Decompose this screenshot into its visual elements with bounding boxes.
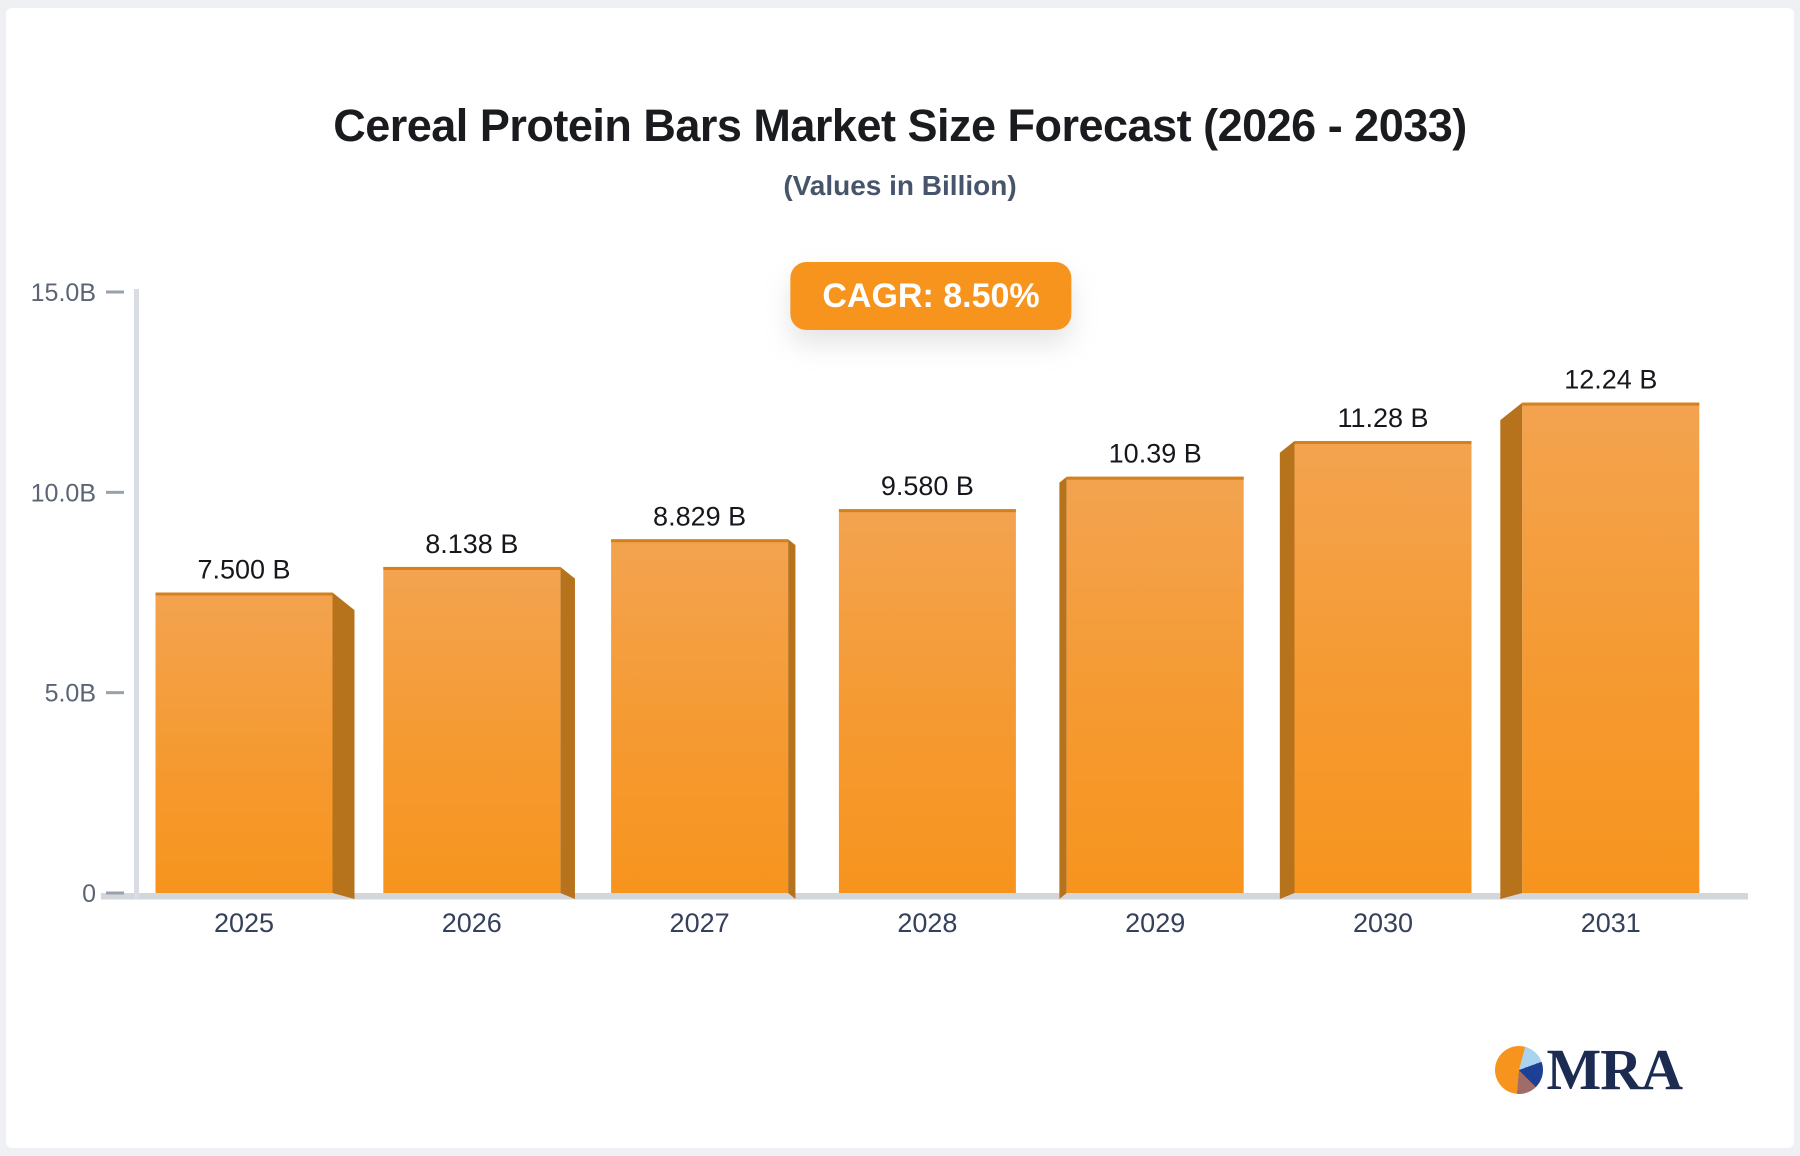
bar-value-label-2026: 8.138 B	[425, 529, 518, 559]
bar-top-edge	[611, 539, 789, 543]
bar-value-label-2029: 10.39 B	[1109, 439, 1202, 469]
bar-top-edge	[155, 592, 333, 596]
x-axis-label-2028: 2028	[897, 908, 957, 938]
bar-2029[interactable]	[1066, 476, 1244, 893]
bar-value-label-2030: 11.28 B	[1337, 403, 1428, 433]
bar-side-face	[1059, 476, 1067, 899]
y-axis-tick-1	[106, 490, 124, 494]
x-axis-label-2027: 2027	[670, 908, 730, 938]
y-axis-tick-2	[106, 691, 124, 695]
x-axis-label-2025: 2025	[214, 908, 274, 938]
bar-group-2030: 11.28 B 2030	[1279, 403, 1472, 938]
y-axis-tick-3	[106, 891, 124, 895]
bar-side-face	[788, 539, 796, 899]
bar-top-edge	[1294, 441, 1472, 445]
y-axis-label-3: 0	[82, 880, 96, 908]
y-axis-label-2: 5.0B	[45, 680, 96, 708]
bar-side-face	[560, 566, 575, 899]
chart-card: Cereal Protein Bars Market Size Forecast…	[6, 8, 1794, 1148]
bar-group-2025: 7.500 B 2025	[155, 555, 355, 938]
chart-title: Cereal Protein Bars Market Size Forecast…	[333, 100, 1467, 151]
x-axis-label-2030: 2030	[1353, 908, 1413, 938]
bar-value-label-2027: 8.829 B	[653, 501, 746, 531]
bar-top-edge	[383, 566, 561, 570]
bar-2026[interactable]	[383, 566, 561, 893]
bar-2031[interactable]	[1522, 402, 1700, 893]
bar-group-2027: 8.829 B 2027	[611, 501, 796, 938]
x-axis-floor	[101, 893, 1748, 900]
y-axis-tick-0	[106, 290, 124, 294]
brand-logo: MRA	[1495, 1037, 1683, 1102]
bar-top-edge	[1522, 402, 1700, 406]
bar-group-2031: 12.24 B 2031	[1500, 365, 1700, 938]
bar-2027[interactable]	[611, 539, 789, 893]
bar-value-label-2028: 9.580 B	[881, 471, 974, 501]
bar-2028[interactable]	[838, 509, 1016, 893]
bar-side-face	[332, 592, 355, 899]
brand-logo-text: MRA	[1546, 1037, 1683, 1102]
y-axis-line	[134, 289, 139, 899]
bar-value-label-2031: 12.24 B	[1564, 365, 1657, 395]
bar-2030[interactable]	[1294, 441, 1472, 893]
pie-chart-logo-icon	[1495, 1046, 1544, 1094]
bar-value-label-2025: 7.500 B	[197, 555, 290, 585]
y-axis-label-0: 15.0B	[31, 279, 96, 307]
bar-chart-canvas: 15.0B 10.0B 5.0B 0 7.500 B 2025 8.138 B 2026 8.8…	[31, 279, 1748, 938]
cagr-badge: CAGR: 8.50%	[790, 262, 1072, 330]
bar-group-2029: 10.39 B 2029	[1059, 439, 1244, 938]
x-axis-label-2031: 2031	[1581, 908, 1641, 938]
bar-top-edge	[838, 509, 1016, 513]
bar-side-face	[1279, 441, 1295, 899]
bar-2025[interactable]	[155, 592, 333, 894]
x-axis-label-2029: 2029	[1125, 908, 1185, 938]
bar-top-edge	[1066, 476, 1244, 480]
cagr-badge-label: CAGR: 8.50%	[822, 276, 1040, 315]
bar-side-face	[1500, 402, 1523, 899]
x-axis-label-2026: 2026	[442, 908, 502, 938]
y-axis-label-1: 10.0B	[31, 479, 96, 507]
bar-group-2026: 8.138 B 2026	[383, 529, 575, 938]
chart-subtitle: (Values in Billion)	[783, 170, 1017, 201]
bar-group-2028: 9.580 B 2028	[838, 471, 1016, 938]
